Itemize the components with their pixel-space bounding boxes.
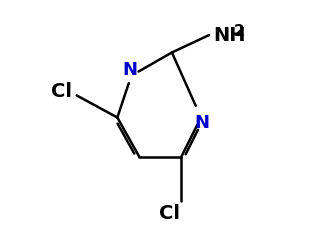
Text: N: N (123, 61, 138, 79)
Text: N: N (195, 114, 210, 132)
Text: NH: NH (214, 26, 246, 45)
Text: Cl: Cl (51, 82, 72, 102)
Text: Cl: Cl (159, 204, 180, 223)
Text: 2: 2 (234, 24, 244, 39)
